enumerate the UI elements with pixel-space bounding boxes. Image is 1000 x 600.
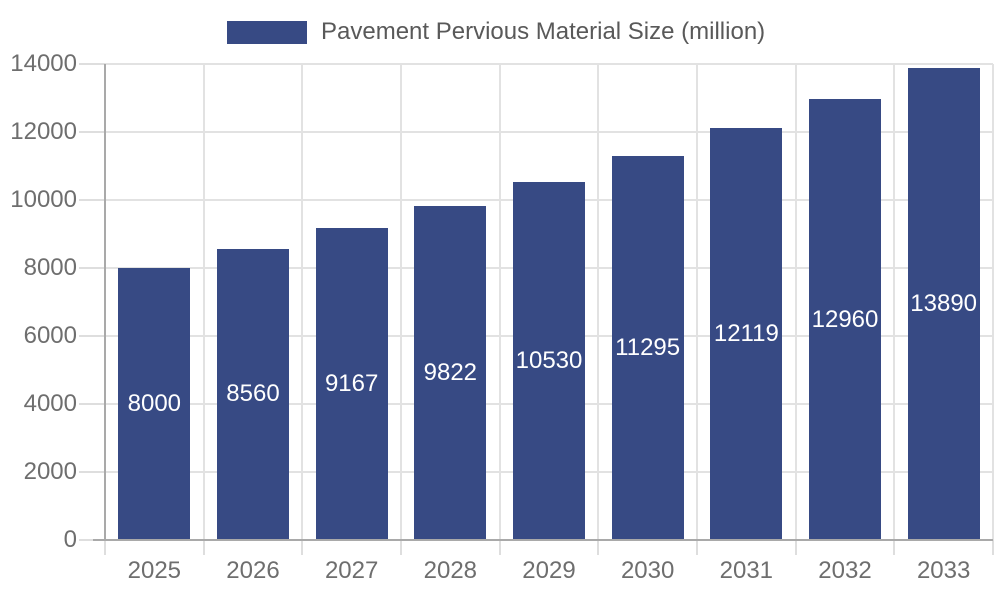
y-tick-label: 8000 — [23, 254, 77, 281]
legend: Pavement Pervious Material Size (million… — [227, 16, 765, 48]
bar: 10530 — [513, 181, 585, 540]
y-tick-mark — [79, 403, 105, 405]
y-tick-label: 0 — [63, 526, 77, 553]
bar-value-label: 13890 — [910, 289, 978, 317]
x-tick-mark — [498, 540, 501, 555]
y-tick-label: 14000 — [10, 50, 77, 77]
bar-value-label: 12960 — [811, 305, 879, 333]
bar: 9822 — [414, 206, 487, 540]
x-axis-line — [93, 539, 993, 541]
x-tick-label: 2033 — [916, 557, 971, 584]
grid-line-horizontal — [105, 63, 993, 65]
bar: 11295 — [611, 155, 684, 540]
bar-value-label: 10530 — [515, 346, 583, 374]
x-tick-mark — [202, 540, 205, 555]
bar: 9167 — [315, 228, 388, 540]
x-tick-label: 2026 — [226, 557, 280, 584]
y-tick-mark — [79, 63, 105, 65]
y-tick-mark — [79, 335, 105, 337]
x-tick-mark — [794, 540, 797, 555]
bar-value-label: 9167 — [324, 370, 379, 398]
x-tick-mark — [301, 540, 304, 555]
x-tick-label: 2029 — [522, 557, 576, 584]
x-tick-mark — [696, 540, 698, 555]
x-axis-labels: 2025 2026 2027 2028 2029 2030 2031 2032 2033 — [105, 556, 993, 588]
y-tick-label: 12000 — [10, 118, 77, 145]
y-tick-label: 6000 — [23, 322, 77, 349]
y-tick-mark — [79, 539, 105, 541]
legend-swatch-icon — [227, 20, 307, 44]
grid-line-vertical — [794, 64, 797, 540]
grid-line-vertical — [301, 64, 304, 540]
grid-line-vertical — [696, 64, 698, 540]
x-tick-label: 2028 — [423, 557, 478, 584]
bar-value-label: 9822 — [423, 359, 478, 387]
bar-value-label: 8560 — [226, 380, 280, 408]
plot-area: 8000 8560 9167 9822 10530 11295 12119 12960 1389… — [79, 63, 994, 555]
x-tick-label: 2031 — [719, 557, 774, 584]
grid-line-vertical — [202, 64, 205, 540]
grid-line-horizontal — [105, 131, 993, 133]
grid-line-vertical — [400, 64, 402, 540]
bar-value-label: 8000 — [127, 390, 182, 417]
y-tick-mark — [79, 131, 105, 133]
legend-label: Pavement Pervious Material Size (million… — [321, 18, 766, 45]
grid-line-vertical — [498, 64, 501, 540]
grid-line-vertical — [597, 64, 600, 540]
grid-line-vertical — [992, 64, 994, 540]
bar: 12119 — [710, 127, 783, 540]
x-tick-mark — [400, 540, 402, 555]
x-tick-mark — [893, 540, 896, 555]
y-axis-labels: 0 2000 4000 6000 8000 10000 12000 14000 — [0, 50, 77, 553]
y-tick-label: 2000 — [23, 458, 77, 485]
x-tick-label: 2030 — [620, 557, 675, 584]
bar-value-label: 12119 — [713, 319, 779, 347]
bar: 12960 — [809, 99, 881, 540]
y-axis-line — [104, 64, 106, 540]
x-tick-label: 2027 — [324, 557, 379, 584]
x-tick-label: 2025 — [127, 557, 182, 584]
x-tick-mark — [597, 540, 600, 555]
y-tick-label: 10000 — [10, 186, 77, 213]
x-tick-mark — [992, 540, 994, 555]
grid-line-vertical — [893, 64, 896, 540]
x-tick-mark — [104, 540, 106, 555]
y-tick-label: 4000 — [23, 390, 77, 417]
bar: 8000 — [118, 268, 191, 540]
bar: 13890 — [907, 67, 980, 540]
y-tick-mark — [79, 471, 105, 473]
x-tick-label: 2032 — [818, 557, 872, 584]
y-tick-mark — [79, 267, 105, 269]
y-tick-mark — [79, 199, 105, 201]
bar-value-label: 11295 — [615, 333, 681, 361]
bar: 8560 — [217, 248, 289, 540]
